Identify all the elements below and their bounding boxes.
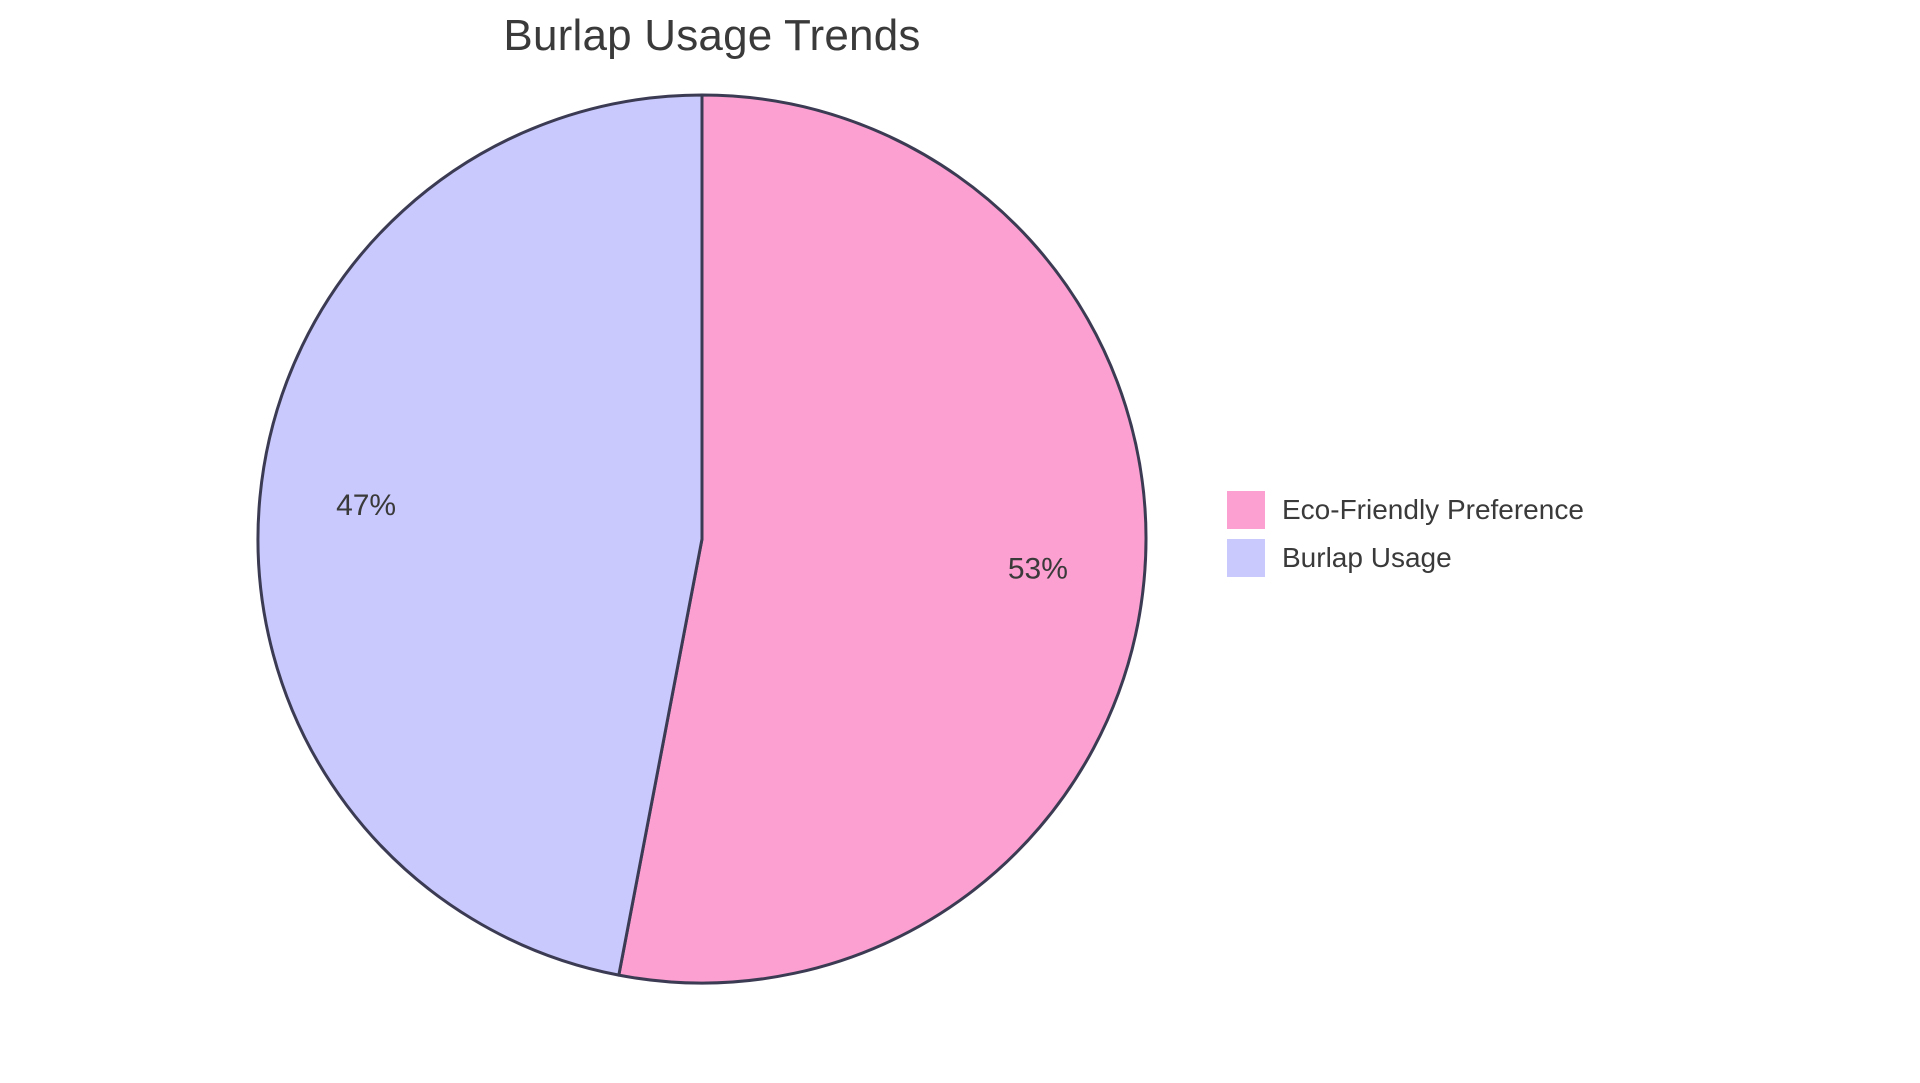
chart-title: Burlap Usage Trends	[503, 11, 921, 60]
legend-swatch-burlap-usage	[1227, 539, 1265, 577]
legend-label-burlap-usage: Burlap Usage	[1282, 542, 1452, 573]
pie-slice-label-eco-friendly-preference: 53%	[1008, 553, 1068, 586]
legend-item-burlap-usage[interactable]: Burlap Usage	[1227, 539, 1584, 577]
chart-legend: Eco-Friendly Preference Burlap Usage	[1227, 491, 1584, 577]
legend-label-eco-friendly-preference: Eco-Friendly Preference	[1282, 494, 1584, 525]
pie-slice-eco-friendly-preference[interactable]	[617, 93, 1148, 985]
legend-swatch-eco-friendly-preference	[1227, 491, 1265, 529]
pie-slice-burlap-usage[interactable]	[256, 93, 704, 977]
legend-item-eco-friendly-preference[interactable]: Eco-Friendly Preference	[1227, 491, 1584, 529]
pie-slice-label-burlap-usage: 47%	[336, 489, 396, 522]
pie-slices	[256, 93, 1148, 985]
